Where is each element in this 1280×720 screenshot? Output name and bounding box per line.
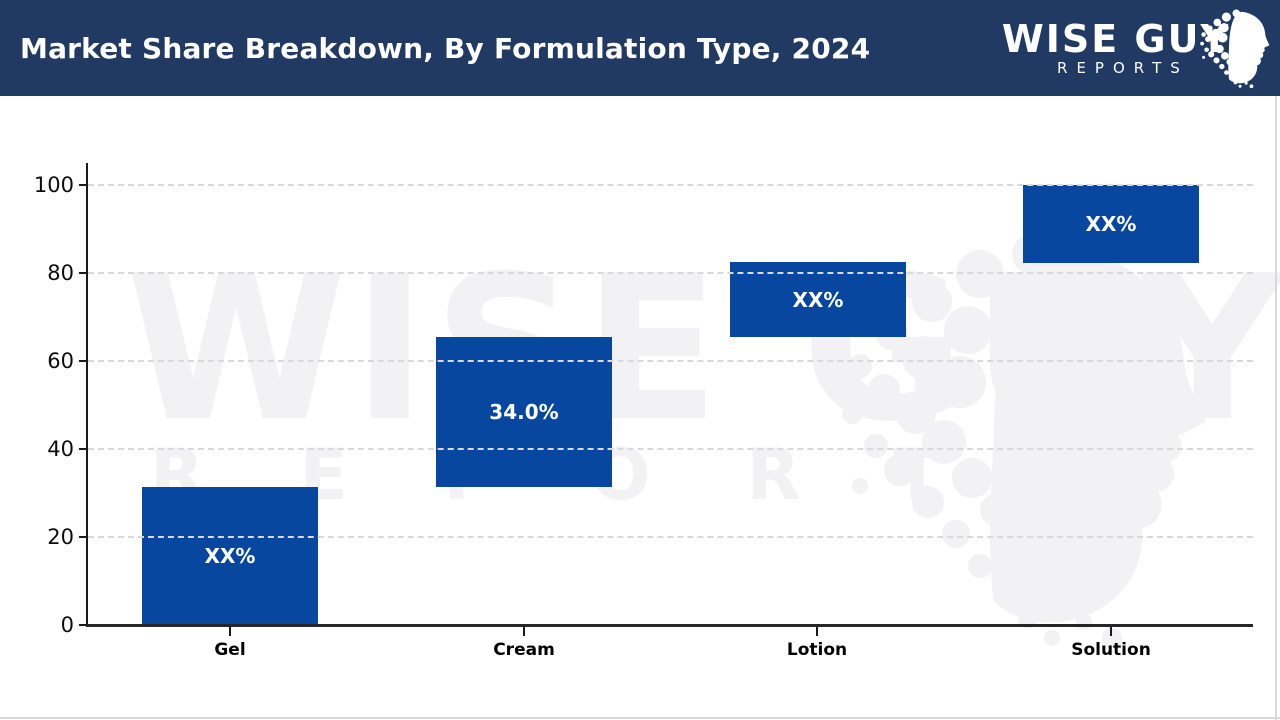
y-tick-label-80: 80 [47,261,74,285]
category-label-cream: Cream [493,640,555,660]
gridline-60 [88,360,1253,362]
bar-solution-value-label: XX% [1085,212,1137,236]
y-tick-label-40: 40 [47,437,74,461]
y-tick [79,360,87,362]
category-label-lotion: Lotion [786,640,848,660]
x-tick [229,627,231,636]
y-tick [79,448,87,450]
frame-edge-bottom [0,717,1280,719]
x-tick [816,627,818,636]
gridline-20 [88,536,1253,538]
logo-line1: WISE GUY [1001,17,1230,61]
y-tick [79,272,87,274]
y-tick [79,184,87,186]
bar-gel: XX% [142,487,318,625]
logo: WISE GUY REPORTS [1002,0,1272,96]
bar-gel-value-label: XX% [204,544,256,568]
logo-wordmark: WISE GUY REPORTS [1002,20,1230,76]
page-title: Market Share Breakdown, By Formulation T… [20,31,871,65]
bar-cream-value-label: 34.0% [489,400,559,424]
y-tick-label-100: 100 [33,173,74,197]
bar-solution: XX% [1023,185,1199,263]
logo-head-icon [1200,9,1270,89]
gridline-100 [88,184,1253,186]
bar-cream: 34.0% [436,337,612,487]
frame-edge-right [1275,96,1277,720]
gridline-40 [88,448,1253,450]
y-tick [79,536,87,538]
gridline-80 [88,272,1253,274]
category-label-gel: Gel [214,640,246,660]
header: Market Share Breakdown, By Formulation T… [0,0,1280,96]
y-tick-label-0: 0 [60,613,74,637]
logo-line2: REPORTS [1057,59,1189,77]
bar-lotion-value-label: XX% [792,287,844,312]
y-axis-line [86,163,88,626]
y-tick-label-60: 60 [47,349,74,373]
category-label-solution: Solution [1071,640,1151,660]
y-tick-label-20: 20 [47,525,74,549]
y-tick [79,624,87,626]
x-tick [523,627,525,636]
x-tick [1110,627,1112,636]
x-axis-line [86,624,1253,627]
